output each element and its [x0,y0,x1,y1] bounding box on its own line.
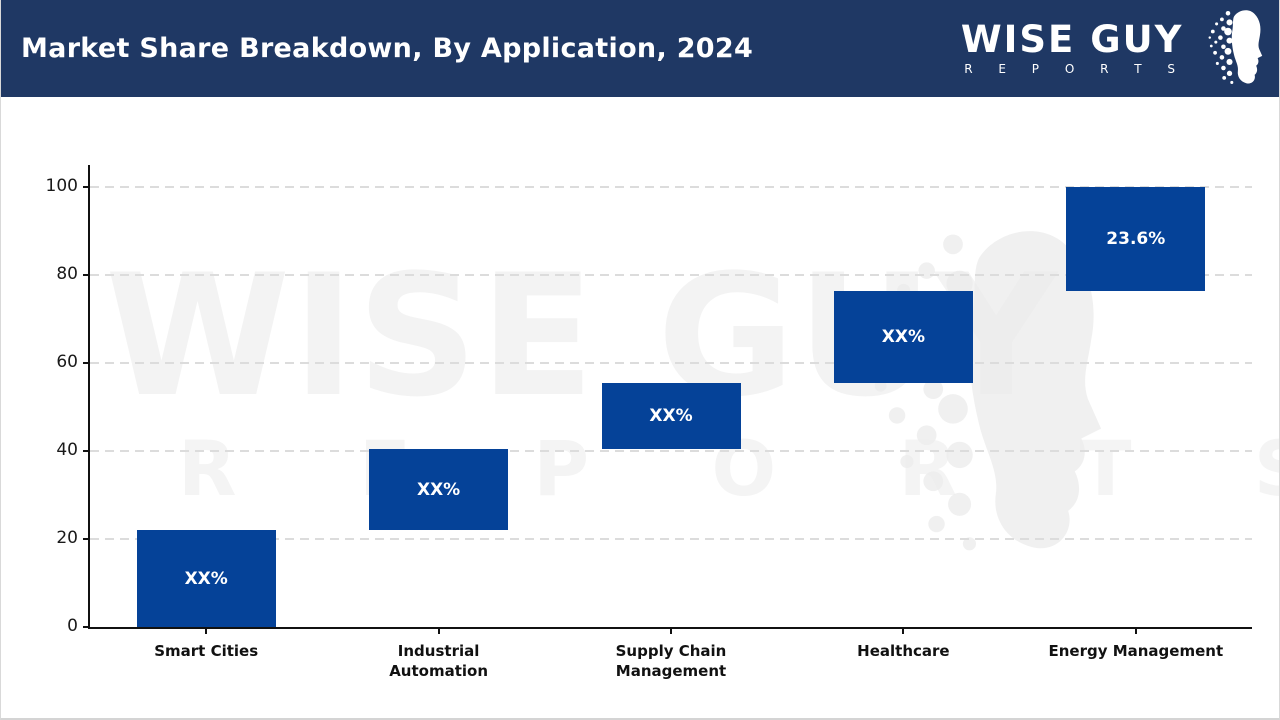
bar [369,448,509,531]
y-tick-label: 80 [56,264,78,284]
y-tick-mark [83,626,88,628]
bar-value-label: XX% [416,479,461,500]
x-tick-label: Industrial Automation [389,642,488,681]
x-tick-mark [902,629,905,634]
y-tick-mark [83,450,88,452]
gridline [90,450,1252,452]
bar-value-label: XX% [184,568,228,589]
x-tick-mark [670,629,672,634]
y-tick-label: 100 [45,176,78,196]
gridline [90,538,1252,540]
y-tick-mark [83,538,88,540]
brand-logo-text: WISE GUY R E P O R T S [958,21,1186,76]
x-tick-mark [437,629,440,634]
y-tick-mark [83,362,88,364]
y-tick-mark [83,274,88,276]
x-tick-mark [1134,629,1137,634]
gridline [90,362,1252,364]
page-title: Market Share Breakdown, By Application, … [21,33,754,64]
x-tick-mark [205,629,208,634]
y-tick-label: 40 [56,440,78,460]
x-tick-label: Supply Chain Management [615,642,727,681]
brand-name: WISE GUY [960,18,1184,61]
bar-value-label: XX% [881,326,926,347]
bar-value-label: XX% [649,405,693,426]
brand-subtitle: R E P O R T S [964,62,1186,76]
bar-value-label: 23.6% [1106,228,1166,249]
x-tick-label: Smart Cities [154,642,259,660]
bar [601,382,741,449]
y-tick-label: 0 [67,616,78,636]
y-tick-label: 20 [56,528,78,548]
bar [136,530,276,627]
chart-plot-area: 0 20 40 60 80 100 XX% Smart Cities XX% Industrial… [46,165,1252,680]
y-tick-mark [83,186,88,188]
gridline [90,186,1252,188]
gridline [90,274,1252,276]
x-tick-label: Energy Management [1048,642,1224,660]
header-bar: Market Share Breakdown, By Application, … [0,0,1280,97]
brand-logo: WISE GUY R E P O R T S [958,6,1280,92]
x-tick-label: Healthcare [857,642,950,660]
y-tick-label: 60 [56,352,78,372]
brand-dotted-head-icon [1208,9,1263,84]
